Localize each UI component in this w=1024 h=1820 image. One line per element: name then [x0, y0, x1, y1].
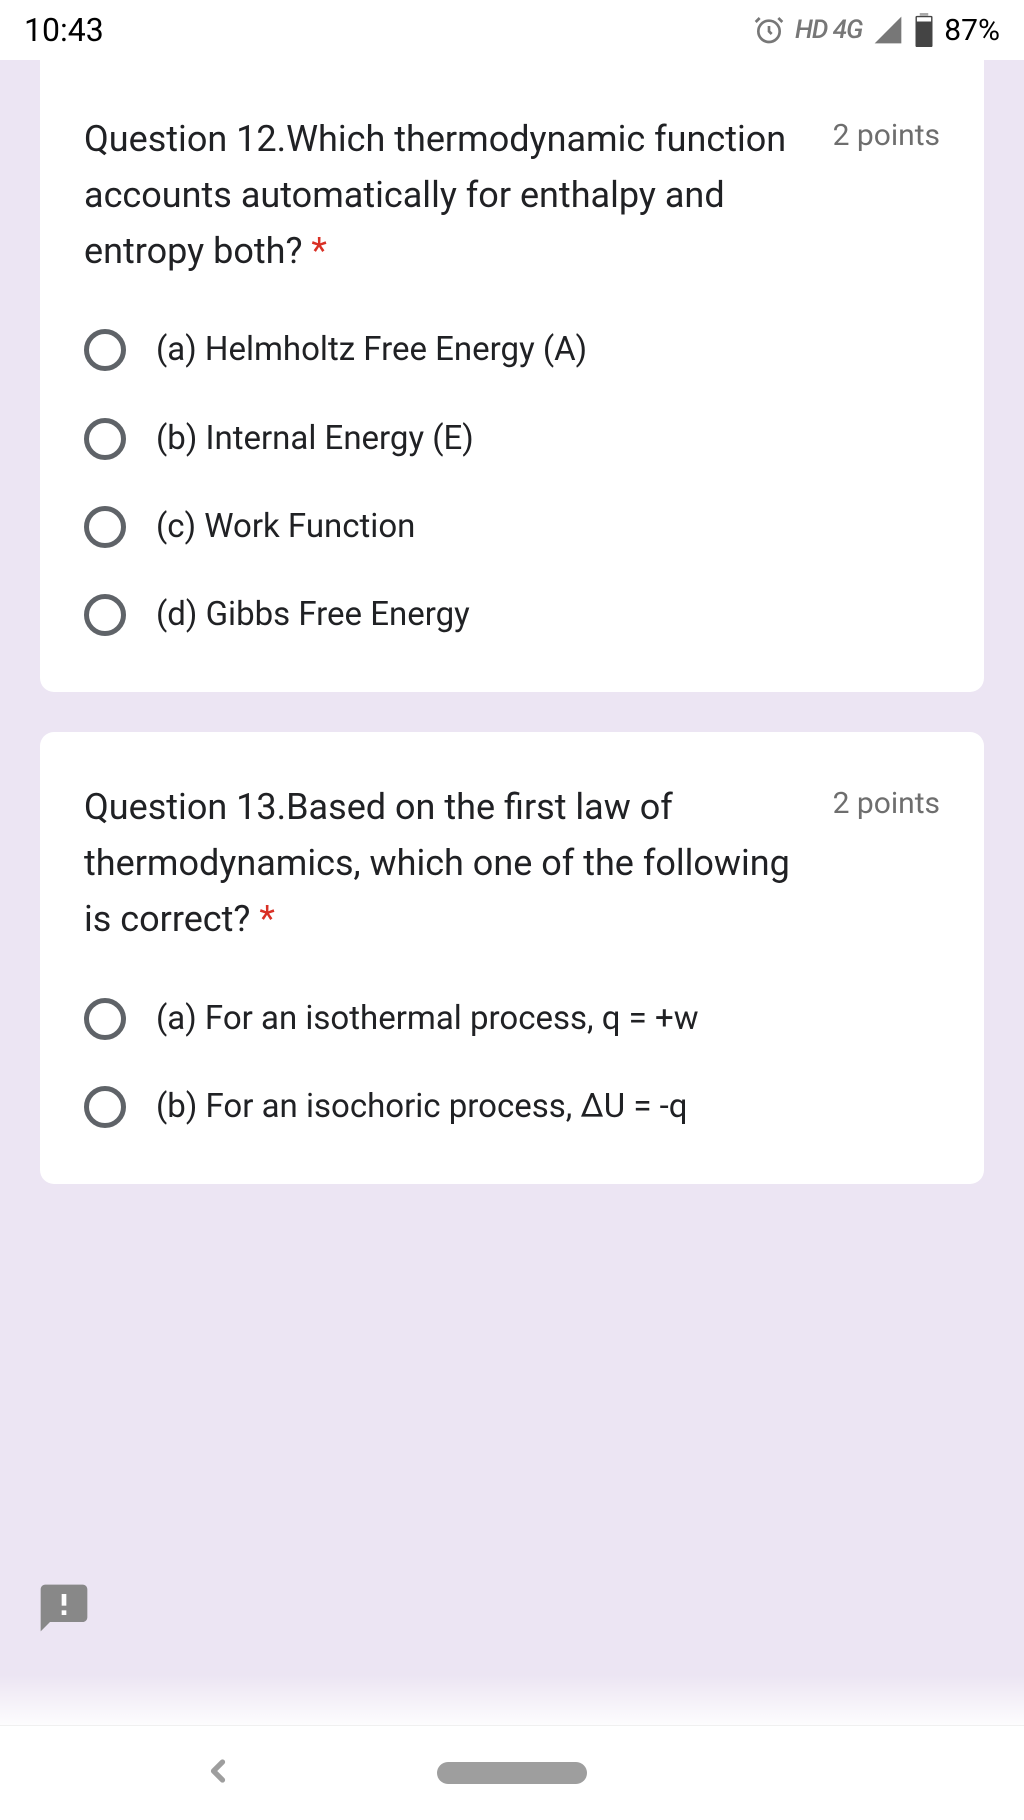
points-label: 2 points — [833, 118, 940, 153]
form-content: Question 12.Which thermodynamic function… — [0, 60, 1024, 1184]
radio-button[interactable] — [84, 594, 126, 636]
question-text: Question 13.Based on the first law of th… — [84, 786, 790, 940]
alarm-icon — [753, 14, 785, 46]
question-header: Question 13.Based on the first law of th… — [84, 780, 940, 947]
required-indicator: * — [311, 230, 327, 272]
option-label: (c) Work Function — [156, 504, 415, 550]
option-row[interactable]: (a) Helmholtz Free Energy (A) — [84, 327, 940, 373]
option-label: (a) For an isothermal process, q = +w — [156, 996, 699, 1042]
question-title: Question 13.Based on the first law of th… — [84, 780, 833, 947]
battery-percentage: 87% — [944, 13, 1000, 48]
radio-button[interactable] — [84, 506, 126, 548]
question-title: Question 12.Which thermodynamic function… — [84, 112, 833, 279]
points-label: 2 points — [833, 786, 940, 821]
radio-button[interactable] — [84, 418, 126, 460]
required-indicator: * — [259, 898, 275, 940]
question-card: Question 13.Based on the first law of th… — [40, 732, 984, 1184]
option-row[interactable]: (b) For an isochoric process, ΔU = -q — [84, 1084, 940, 1130]
option-label: (b) For an isochoric process, ΔU = -q — [156, 1084, 688, 1130]
option-row[interactable]: (b) Internal Energy (E) — [84, 416, 940, 462]
navigation-bar — [0, 1725, 1024, 1820]
option-label: (b) Internal Energy (E) — [156, 416, 474, 462]
question-card: Question 12.Which thermodynamic function… — [40, 60, 984, 692]
radio-button[interactable] — [84, 998, 126, 1040]
option-row[interactable]: (d) Gibbs Free Energy — [84, 592, 940, 638]
battery-icon — [914, 13, 934, 47]
option-row[interactable]: (a) For an isothermal process, q = +w — [84, 996, 940, 1042]
fade-overlay — [0, 1675, 1024, 1725]
option-label: (d) Gibbs Free Energy — [156, 592, 470, 638]
status-time: 10:43 — [24, 11, 104, 49]
question-header: Question 12.Which thermodynamic function… — [84, 112, 940, 279]
status-bar: 10:43 HD 4G 87% — [0, 0, 1024, 60]
option-row[interactable]: (c) Work Function — [84, 504, 940, 550]
network-type-label: HD 4G — [795, 15, 862, 45]
radio-button[interactable] — [84, 329, 126, 371]
option-label: (a) Helmholtz Free Energy (A) — [156, 327, 587, 373]
back-button[interactable] — [200, 1753, 236, 1793]
home-handle[interactable] — [437, 1762, 587, 1784]
radio-button[interactable] — [84, 1086, 126, 1128]
question-text: Question 12.Which thermodynamic function… — [84, 118, 786, 272]
feedback-button[interactable] — [28, 1576, 100, 1640]
signal-icon — [872, 14, 904, 46]
status-indicators: HD 4G 87% — [753, 13, 1000, 48]
